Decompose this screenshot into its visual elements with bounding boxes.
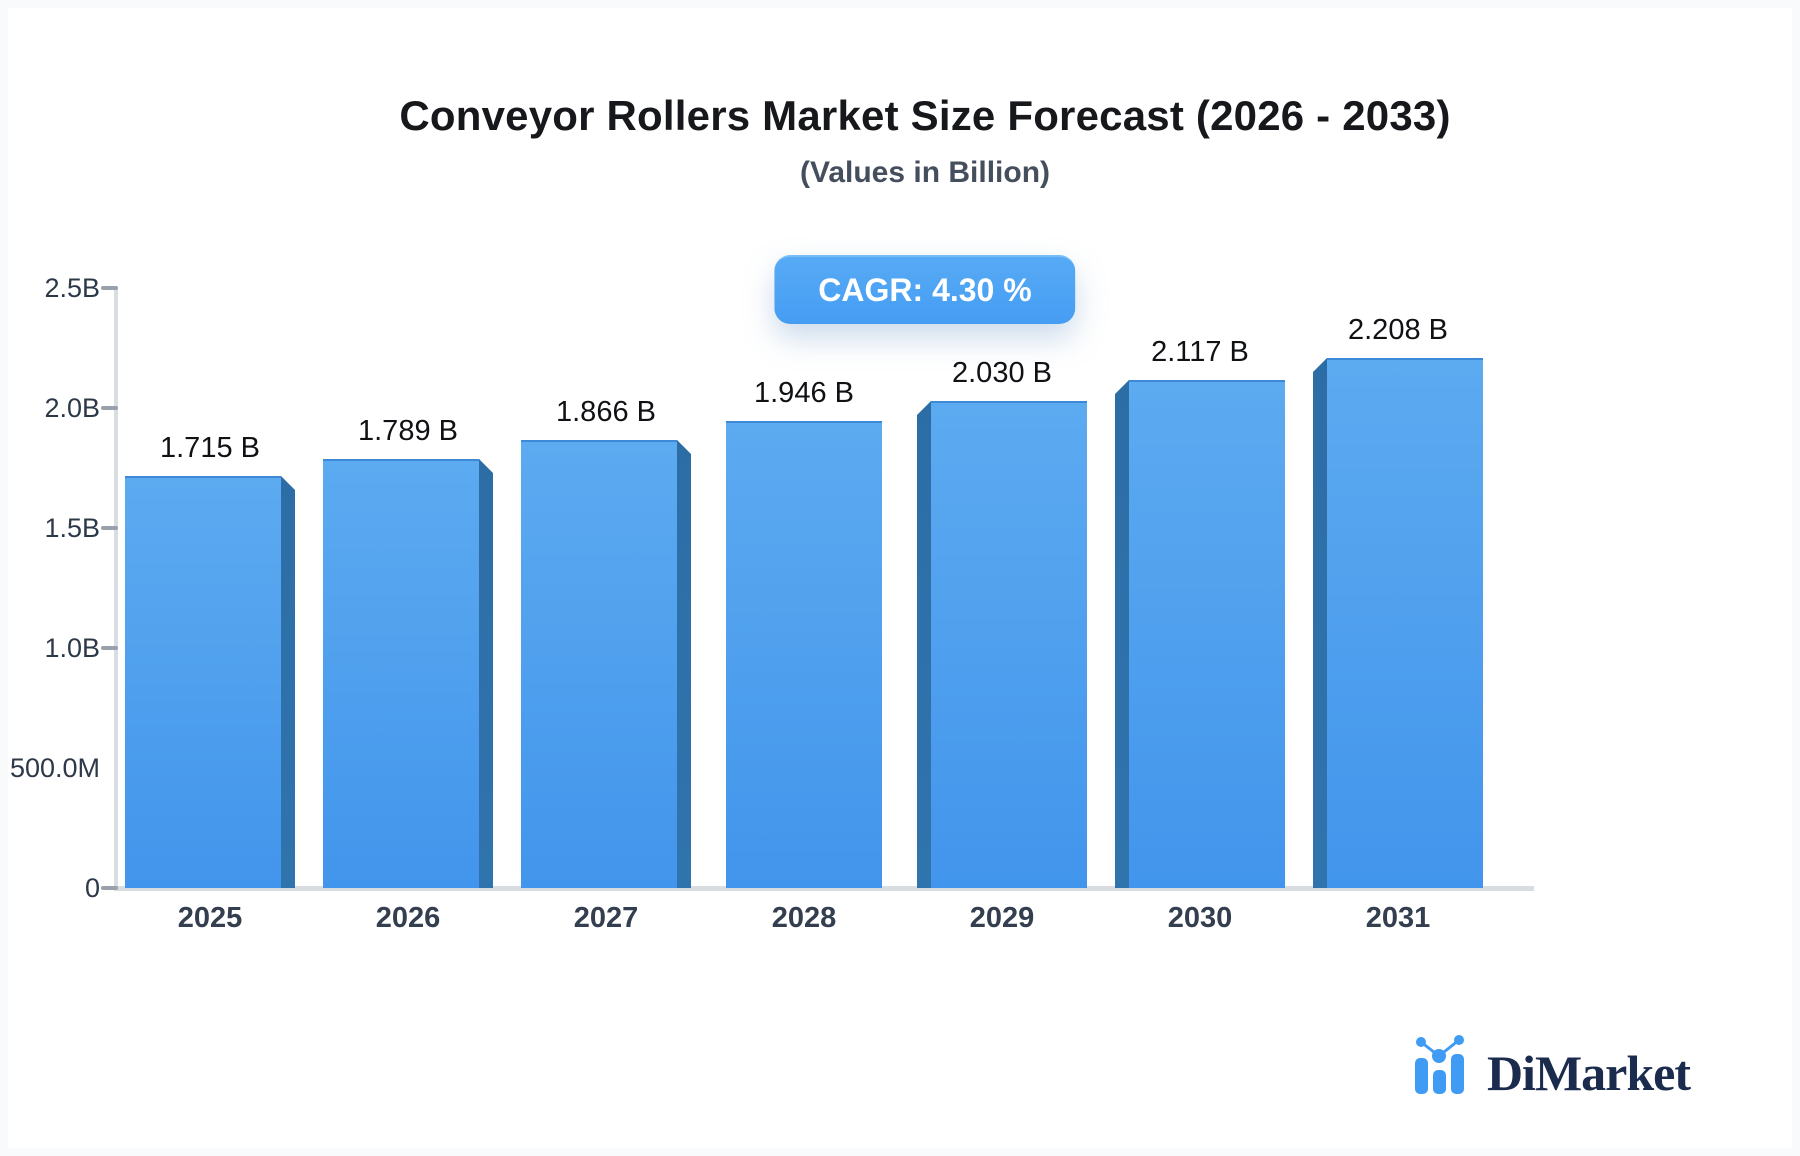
bar-face [726, 421, 882, 888]
x-axis-line [114, 886, 1534, 891]
y-axis-tick-mark [101, 526, 118, 530]
bar-2028[interactable] [719, 421, 889, 888]
bar-2027[interactable] [521, 440, 691, 888]
bar-value-label: 1.715 B [160, 432, 260, 464]
y-axis-tick-mark [101, 646, 118, 650]
x-axis-category-label: 2027 [573, 902, 639, 934]
x-axis-category-label: 2025 [177, 902, 243, 934]
y-axis-tick-mark [101, 886, 118, 890]
bar-3d-side [281, 476, 295, 888]
bar-3d-side [1115, 380, 1129, 888]
y-axis-tick-label: 2.0B [44, 393, 100, 423]
bar-3d-side [1313, 358, 1327, 888]
y-axis-tick-label: 2.5B [44, 273, 100, 303]
bar-value-label: 2.030 B [952, 357, 1052, 389]
y-axis-tick-mark [101, 406, 118, 410]
bar-face [125, 476, 281, 888]
y-axis-line [114, 288, 118, 889]
bar-value-label: 1.789 B [358, 415, 458, 447]
x-axis-category-label: 2031 [1365, 902, 1431, 934]
bar-3d-side [917, 401, 931, 888]
bar-2029[interactable] [917, 401, 1087, 888]
y-axis-tick-mark [101, 286, 118, 290]
bar-face [323, 459, 479, 888]
bar-value-label: 2.208 B [1348, 314, 1448, 346]
x-axis-category-label: 2029 [969, 902, 1035, 934]
cagr-badge: CAGR: 4.30 % [774, 255, 1076, 324]
y-axis-tick-label: 1.5B [44, 513, 100, 543]
brand-logo[interactable]: DiMarket [1413, 1032, 1691, 1101]
bar-3d-side [677, 440, 691, 888]
y-axis-tick-label: 0 [84, 873, 100, 903]
bar-2031[interactable] [1313, 358, 1483, 888]
bar-value-label: 1.946 B [754, 377, 854, 409]
bar-2025[interactable] [125, 476, 295, 888]
bar-3d-side [479, 459, 493, 888]
bar-face [931, 401, 1087, 888]
chart-subtitle: (Values in Billion) [799, 156, 1051, 189]
bar-2030[interactable] [1115, 380, 1285, 888]
bar-face [1129, 380, 1285, 888]
bar-chart-logo-icon [1414, 1035, 1464, 1094]
bar-value-label: 2.117 B [1151, 336, 1249, 368]
bar-value-label: 1.866 B [556, 396, 656, 428]
brand-name: DiMarket [1486, 1045, 1691, 1101]
x-axis-category-label: 2028 [771, 902, 837, 934]
x-axis-category-label: 2030 [1167, 902, 1233, 934]
bar-2026[interactable] [323, 459, 493, 888]
y-axis-tick-label: 500.0M [9, 753, 100, 783]
x-axis-category-label: 2026 [375, 902, 441, 934]
bar-face [1327, 358, 1483, 888]
chart-title: Conveyor Rollers Market Size Forecast (2… [399, 92, 1451, 139]
y-axis-tick-label: 1.0B [44, 633, 100, 663]
bar-face [521, 440, 677, 888]
